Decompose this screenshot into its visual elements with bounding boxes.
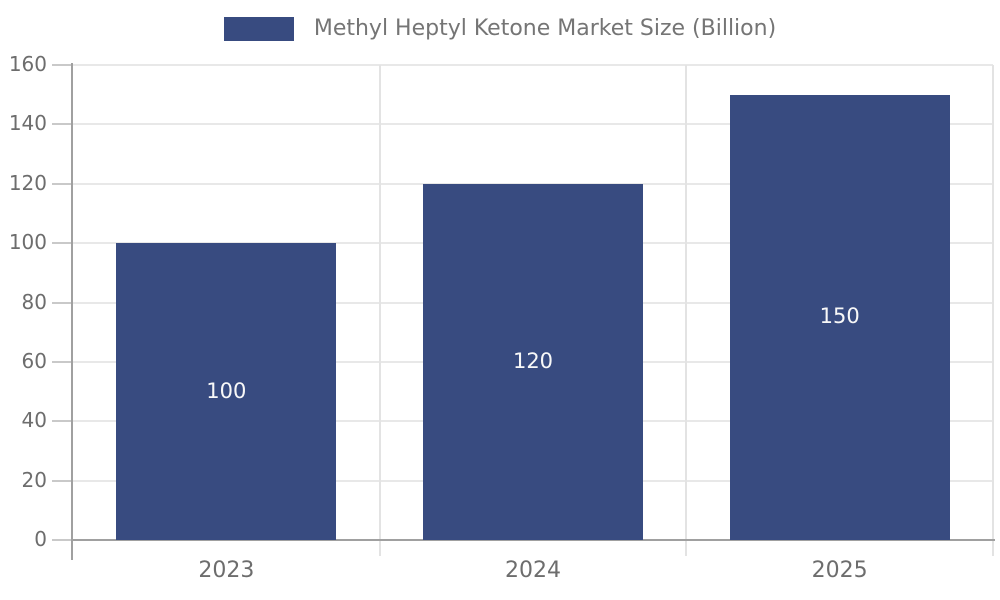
x-tick-label-2023: 2023 [198,558,255,583]
y-tick-100 [52,242,72,245]
legend-label: Methyl Heptyl Ketone Market Size (Billio… [313,16,777,41]
y-tick-label-80: 80 [21,289,47,314]
x-tick-label-2025: 2025 [811,558,868,583]
category-separator [685,65,688,540]
bar-value-2025: 150 [819,304,860,329]
y-tick-label-100: 100 [8,230,47,255]
y-tick-60 [52,360,72,363]
gridline-160 [73,64,993,66]
y-tick-label-0: 0 [34,527,47,551]
bar-value-2023: 100 [206,378,247,403]
x-tick-mark-2 [685,540,688,556]
y-tick-label-60: 60 [21,348,47,373]
legend-swatch [223,16,294,41]
y-tick-label-140: 140 [8,111,47,136]
gridline-140 [73,123,993,126]
y-tick-40 [52,420,72,423]
y-tick-label-120: 120 [8,170,47,195]
x-axis-line [71,539,995,541]
bar-value-2024: 120 [512,348,554,373]
x-tick-mark-3 [992,540,994,556]
y-axis-line [71,63,73,560]
y-tick-20 [52,479,72,482]
y-tick-label-20: 20 [21,467,47,492]
y-tick-label-40: 40 [21,408,47,433]
bar-2024[interactable] [423,183,643,540]
plot-right-border [992,65,994,540]
y-tick-140 [52,123,72,126]
chart-legend[interactable]: Methyl Heptyl Ketone Market Size (Billio… [0,16,1000,41]
y-tick-80 [52,301,72,304]
y-tick-160 [52,64,72,66]
category-separator [378,65,381,540]
x-tick-label-2024: 2024 [504,558,561,583]
y-tick-label-160: 160 [8,52,47,76]
x-tick-mark-1 [378,540,381,556]
y-tick-0 [52,539,72,541]
bar-2025[interactable] [729,94,950,540]
bar-2023[interactable] [116,243,337,540]
y-tick-120 [52,182,72,185]
